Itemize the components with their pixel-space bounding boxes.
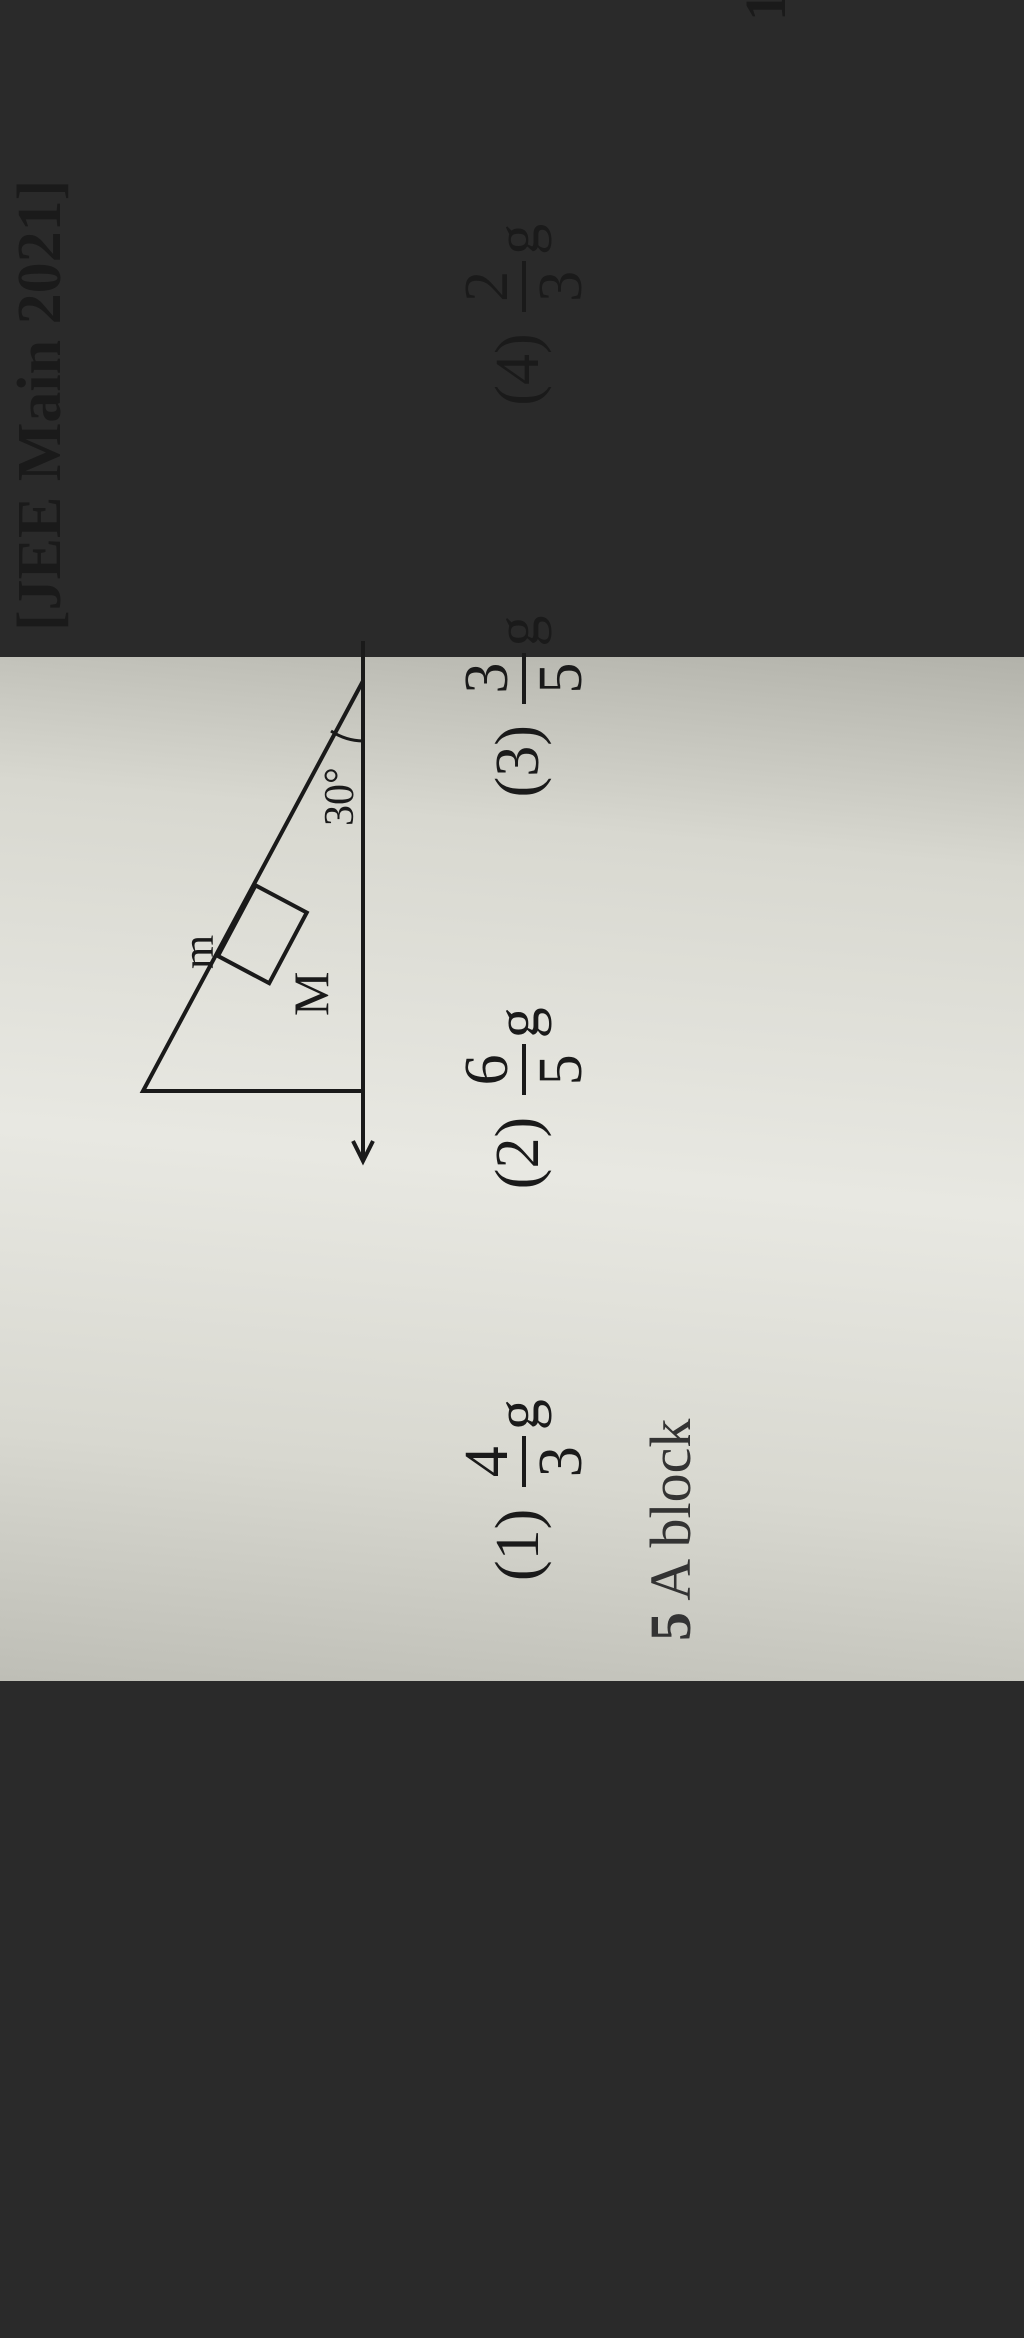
next-q-text: A block xyxy=(638,1419,703,1601)
opt2-den: 5 xyxy=(526,1044,592,1095)
opt3-num: 3 xyxy=(456,653,526,704)
option-3: (3) 3 5 g xyxy=(456,616,592,798)
opt3-suffix: g xyxy=(484,616,552,647)
opt3-den: 5 xyxy=(526,653,592,704)
block-on-incline xyxy=(218,885,307,983)
opt1-fraction: 4 3 xyxy=(456,1436,592,1487)
textbook-page: (2) 0.2s (3) 0.25s (4) 0.4s 4. A block o… xyxy=(0,657,1024,1681)
rc-f1: a xyxy=(393,0,468,21)
wedge-svg: m M 30° xyxy=(103,621,403,1181)
next-q-number: 5 xyxy=(638,1612,703,1641)
page-content: (2) 0.2s (3) 0.25s (4) 0.4s 4. A block o… xyxy=(0,81,710,2281)
opt3-fraction: 3 5 xyxy=(456,653,592,704)
answer-options: (1) 4 3 g (2) 6 5 g (3) 3 5 g xyxy=(456,81,592,1581)
opt4-den: 3 xyxy=(526,261,592,312)
opt1-prefix: (1) xyxy=(484,1509,552,1581)
opt4-fraction: 2 3 xyxy=(456,261,592,312)
label-m: m xyxy=(174,935,223,969)
opt4-suffix: g xyxy=(484,224,552,255)
right-column-fragment: a 11. A fr je of in xyxy=(393,0,1024,21)
opt2-fraction: 6 5 xyxy=(456,1044,592,1095)
opt2-prefix: (2) xyxy=(484,1117,552,1189)
wedge-diagram: m M 30° xyxy=(103,81,426,1181)
opt2-num: 6 xyxy=(456,1044,526,1095)
opt1-den: 3 xyxy=(526,1436,592,1487)
option-1: (1) 4 3 g xyxy=(456,1399,592,1581)
label-angle: 30° xyxy=(317,767,363,826)
opt1-suffix: g xyxy=(484,1399,552,1430)
block-rect xyxy=(218,885,307,983)
opt3-prefix: (3) xyxy=(484,725,552,797)
angle-arc xyxy=(331,731,363,741)
rc-f2: 11. A xyxy=(728,0,803,21)
opt2-suffix: g xyxy=(484,1007,552,1038)
option-2: (2) 6 5 g xyxy=(456,1007,592,1189)
opt1-num: 4 xyxy=(456,1436,526,1487)
opt4-prefix: (4) xyxy=(484,333,552,405)
opt4-num: 2 xyxy=(456,261,526,312)
option-4: (4) 2 3 g xyxy=(456,224,592,406)
next-question-fragment: 5 A block xyxy=(632,81,710,1641)
label-M: M xyxy=(283,972,339,1016)
question-source: [JEE Main 2021] xyxy=(0,81,83,631)
